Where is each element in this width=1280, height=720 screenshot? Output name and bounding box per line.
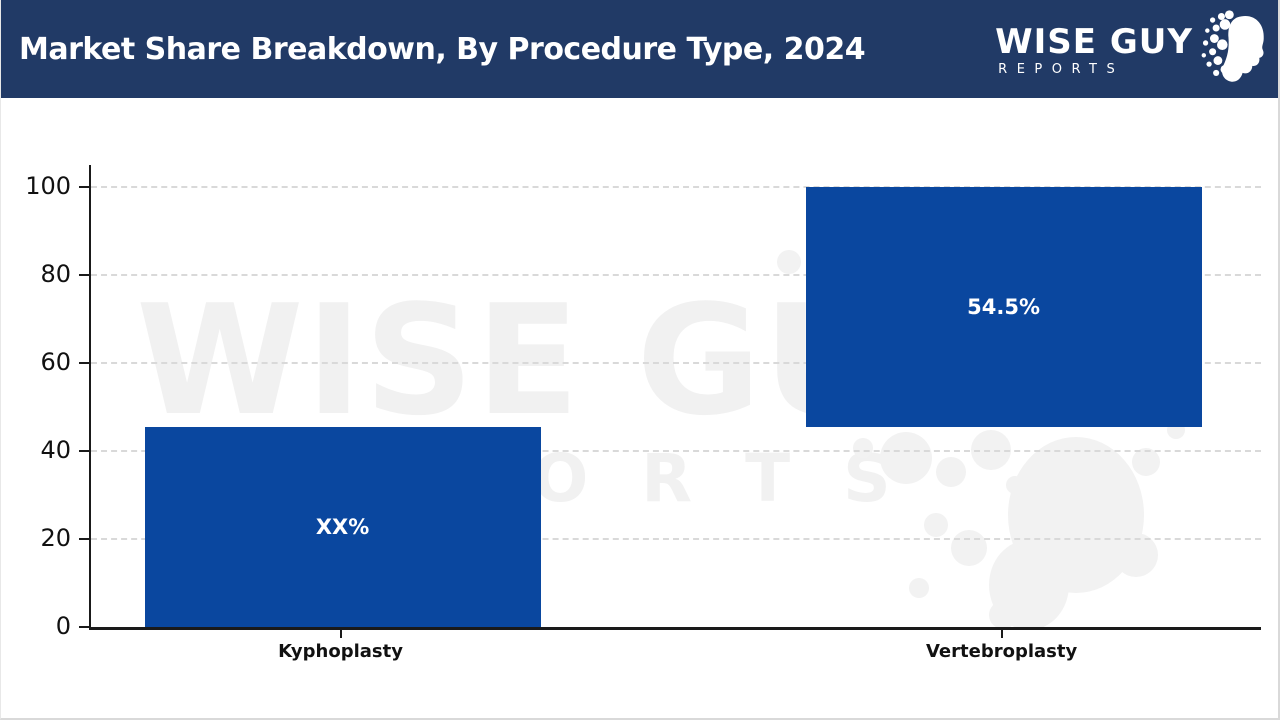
x-tick-label-kyphoplasty: Kyphoplasty (278, 641, 403, 662)
head-profile-icon (1201, 10, 1264, 82)
bar-value-label-vertebroplasty: 54.5% (967, 294, 1040, 319)
y-tick-label-60: 60 (40, 348, 71, 376)
chart-title: Market Share Breakdown, By Procedure Typ… (19, 31, 866, 67)
header-bar: Market Share Breakdown, By Procedure Typ… (1, 0, 1278, 98)
gridline-y-100 (91, 186, 1261, 188)
y-tick-mark-80 (79, 274, 89, 276)
y-tick-label-20: 20 (40, 524, 71, 552)
bar-kyphoplasty: XX% (144, 426, 541, 627)
gridline-y-40 (91, 450, 1261, 452)
y-tick-mark-0 (79, 626, 89, 628)
y-tick-mark-100 (79, 186, 89, 188)
bar-value-label-kyphoplasty: XX% (315, 514, 370, 539)
y-tick-label-80: 80 (40, 260, 71, 288)
brand-subname: REPORTS (998, 61, 1125, 77)
y-tick-mark-60 (79, 362, 89, 364)
y-tick-label-100: 100 (25, 172, 71, 200)
x-tick-label-vertebroplasty: Vertebroplasty (925, 641, 1078, 662)
gridline-y-20 (91, 538, 1261, 540)
y-tick-label-40: 40 (40, 436, 71, 464)
y-tick-label-0: 0 (55, 612, 71, 640)
bar-vertebroplasty: 54.5% (805, 187, 1202, 427)
brand-logo: WISE GUY REPORTS (995, 8, 1269, 92)
brand-logo-text: WISE GUY REPORTS (995, 25, 1193, 76)
plot-area: XX% 54.5% (89, 165, 1261, 630)
x-tick-mark-kyphoplasty (339, 630, 342, 638)
y-tick-mark-40 (79, 450, 89, 452)
x-tick-mark-vertebroplasty (1000, 630, 1003, 638)
gridline-y-60 (91, 362, 1261, 364)
brand-name: WISE GUY (995, 21, 1193, 62)
gridline-y-80 (91, 274, 1261, 276)
y-tick-mark-20 (79, 538, 89, 540)
